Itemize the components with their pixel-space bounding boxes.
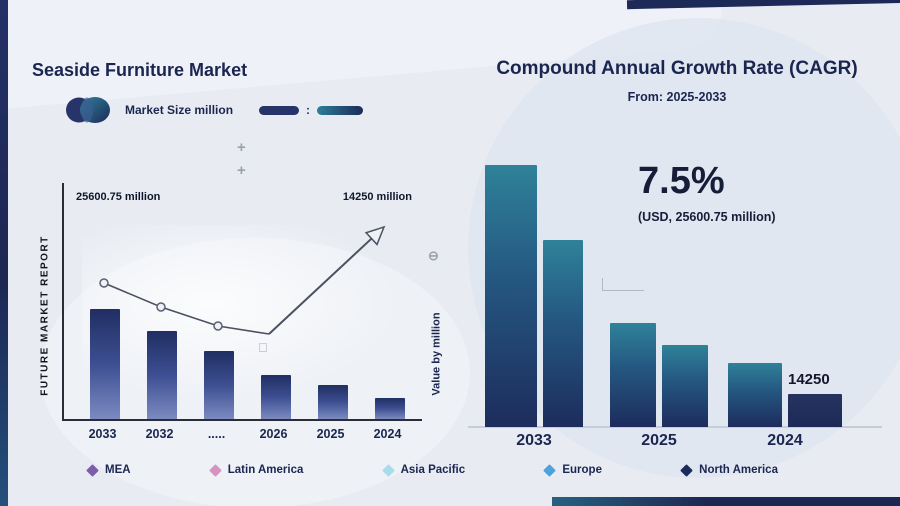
market-size-legend: Market Size million :: [64, 94, 364, 126]
legend-label: MEA: [105, 464, 131, 476]
legend-item-mea: MEA: [86, 463, 131, 477]
left-x-label: 2026: [259, 427, 288, 441]
legend-label: Europe: [562, 464, 602, 476]
left-bar-slot: [76, 309, 133, 419]
market-size-bars: [76, 309, 418, 419]
value-by-million-axis-label: Value by million: [430, 312, 443, 396]
market-size-x-axis: 2033 2032..... 2026 2025 2024: [74, 427, 416, 441]
legend-diamond-icon: [208, 463, 222, 477]
trend-marker: [156, 302, 166, 312]
decor-colon: :: [306, 102, 311, 117]
legend-item-latin-america: Latin America: [208, 463, 304, 477]
cagr-subtitle: From: 2025-2033: [627, 90, 727, 104]
left-x-label: 2024: [373, 427, 402, 441]
legend-diamond-icon: [680, 463, 694, 477]
watermark-future-market-report: FUTURE MARKET REPORT: [39, 235, 51, 396]
region-legend: MEA Latin America Asia Pacific Europe North …: [86, 463, 778, 477]
cagr-bar-2024-2: [788, 394, 842, 427]
left-edge-strip: [0, 0, 8, 506]
cagr-bar-2033-2: [543, 240, 583, 427]
cagr-usd-detail: (USD, 25600.75 million): [638, 210, 776, 224]
trend-line-arrow: [99, 225, 386, 335]
left-x-label: .....: [207, 427, 226, 441]
market-size-bar-2025: [317, 385, 348, 419]
market-size-cylinder-icon: [66, 97, 110, 123]
market-size-bar-2026: [260, 375, 291, 419]
decor-plus-icon: +: [237, 139, 246, 156]
cagr-chart-baseline: [468, 426, 882, 428]
left-bar-slot: [133, 331, 190, 419]
left-chart-title: Seaside Furniture Market: [32, 60, 248, 80]
decor-circled-minus-icon: ⊖: [428, 248, 439, 263]
legend-diamond-icon: [381, 463, 395, 477]
decor-pills: :: [259, 102, 364, 117]
trend-marker: [213, 321, 223, 331]
cagr-bars: [470, 147, 885, 427]
left-x-label: 2033: [88, 427, 117, 441]
right-x-label-2033: 2033: [516, 432, 552, 449]
legend-item-europe: Europe: [543, 463, 602, 477]
legend-label: North America: [699, 464, 778, 476]
legend-label: Asia Pacific: [400, 464, 466, 476]
annotation-14250: 14250: [788, 371, 830, 388]
trend-marker: [99, 278, 109, 288]
legend-item-asia-pacific: Asia Pacific: [381, 463, 466, 477]
cagr-bar-2033-1: [485, 165, 537, 427]
top-edge-strip: [626, 0, 900, 10]
trend-polyline: [103, 282, 270, 335]
right-x-label-2024: 2024: [767, 432, 803, 449]
market-size-bar-2032: [146, 331, 177, 419]
left-bar-slot: [304, 385, 361, 419]
cagr-bar-2024-1: [728, 363, 782, 427]
cagr-bar-2025-2: [662, 345, 708, 427]
cagr-bar-group-2024: [728, 363, 842, 427]
cagr-x-axis: 2033 2025 2024: [470, 432, 885, 456]
trend-arrowhead-icon: [364, 225, 386, 246]
market-size-bar-2024: [374, 398, 405, 419]
decor-plus-icon: +: [237, 162, 246, 179]
cagr-title: Compound Annual Growth Rate (CAGR): [496, 58, 858, 79]
left-bar-slot: [247, 375, 304, 419]
legend-diamond-icon: [86, 463, 99, 477]
cagr-bar-2025-1: [610, 323, 656, 427]
legend-label: Latin America: [227, 464, 304, 476]
left-bar-slot: [190, 351, 247, 419]
cagr-bar-group-2033: [485, 165, 583, 427]
legend-diamond-icon: [543, 463, 557, 477]
start-value-label: 25600.75 million: [76, 191, 161, 203]
cagr-bar-group-2025: [610, 323, 708, 427]
bottom-edge-strip: [552, 497, 900, 506]
decor-corner-line: [602, 278, 644, 291]
left-x-label: 2032: [145, 427, 174, 441]
left-x-label: 2025: [316, 427, 345, 441]
market-size-chart: 25600.75 million 14250 million: [62, 183, 422, 421]
trend-arrow-shaft: [268, 237, 373, 335]
left-bar-slot: [361, 398, 418, 419]
decor-pill-teal: [317, 105, 364, 115]
market-size-bar-.....: [203, 351, 234, 419]
legend-item-north-america: North America: [680, 463, 778, 477]
right-x-label-2025: 2025: [641, 432, 677, 449]
market-size-label: Market Size million: [125, 103, 234, 117]
end-value-label: 14250 million: [342, 191, 412, 203]
decor-pill-navy: [259, 105, 300, 115]
market-size-bar-2033: [89, 309, 120, 419]
cagr-percentage: 7.5%: [638, 160, 725, 202]
